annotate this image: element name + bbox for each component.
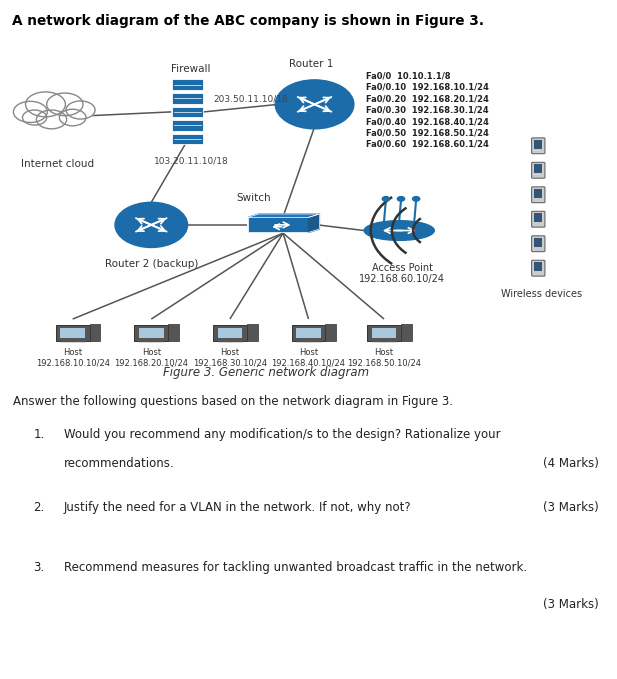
Circle shape xyxy=(59,109,86,126)
Text: 2.: 2. xyxy=(33,501,44,514)
FancyBboxPatch shape xyxy=(532,236,545,252)
Text: 3.: 3. xyxy=(33,561,44,574)
Polygon shape xyxy=(248,214,320,217)
Text: (4 Marks): (4 Marks) xyxy=(543,457,598,470)
FancyBboxPatch shape xyxy=(168,324,179,342)
FancyBboxPatch shape xyxy=(218,328,242,337)
FancyBboxPatch shape xyxy=(247,324,258,342)
FancyBboxPatch shape xyxy=(534,164,542,173)
FancyBboxPatch shape xyxy=(401,324,412,342)
Circle shape xyxy=(383,197,389,201)
FancyBboxPatch shape xyxy=(372,328,396,337)
FancyBboxPatch shape xyxy=(367,325,401,341)
FancyBboxPatch shape xyxy=(532,211,545,227)
Circle shape xyxy=(66,101,95,119)
FancyBboxPatch shape xyxy=(172,79,202,90)
Text: Fa0/0  10.10.1.1/8
Fa0/0.10  192.168.10.1/24
Fa0/0.20  192.168.20.1/24
Fa0/0.30 : Fa0/0 10.10.1.1/8 Fa0/0.10 192.168.10.1/… xyxy=(366,71,489,149)
FancyBboxPatch shape xyxy=(172,107,202,117)
Circle shape xyxy=(47,93,83,115)
FancyBboxPatch shape xyxy=(296,328,321,337)
FancyBboxPatch shape xyxy=(534,189,542,198)
FancyBboxPatch shape xyxy=(292,325,325,341)
FancyBboxPatch shape xyxy=(139,328,164,337)
Text: Host
192.168.30.10/24: Host 192.168.30.10/24 xyxy=(193,348,267,367)
FancyBboxPatch shape xyxy=(532,187,545,202)
FancyBboxPatch shape xyxy=(172,134,202,144)
Text: (3 Marks): (3 Marks) xyxy=(543,501,598,514)
Text: Host
192.168.50.10/24: Host 192.168.50.10/24 xyxy=(347,348,421,367)
FancyBboxPatch shape xyxy=(213,325,247,341)
FancyBboxPatch shape xyxy=(172,93,202,104)
Text: Answer the following questions based on the network diagram in Figure 3.: Answer the following questions based on … xyxy=(14,395,453,408)
FancyBboxPatch shape xyxy=(532,260,545,276)
FancyBboxPatch shape xyxy=(89,324,101,342)
Text: Internet cloud: Internet cloud xyxy=(21,159,94,169)
FancyBboxPatch shape xyxy=(172,120,202,131)
Text: Firewall: Firewall xyxy=(171,65,210,74)
FancyBboxPatch shape xyxy=(325,324,336,342)
Text: Figure 3. Generic network diagram: Figure 3. Generic network diagram xyxy=(163,365,369,379)
Circle shape xyxy=(22,110,47,125)
Text: Access Point
192.168.60.10/24: Access Point 192.168.60.10/24 xyxy=(359,263,445,284)
Circle shape xyxy=(275,80,354,129)
Text: A network diagram of the ABC company is shown in Figure 3.: A network diagram of the ABC company is … xyxy=(12,14,484,28)
Text: recommendations.: recommendations. xyxy=(64,457,174,470)
FancyBboxPatch shape xyxy=(534,262,542,271)
FancyBboxPatch shape xyxy=(56,325,89,341)
Text: Host
192.168.10.10/24: Host 192.168.10.10/24 xyxy=(36,348,110,367)
Text: Wireless devices: Wireless devices xyxy=(501,289,582,299)
Text: 103.20.11.10/18: 103.20.11.10/18 xyxy=(154,156,229,166)
Circle shape xyxy=(25,92,65,117)
FancyBboxPatch shape xyxy=(60,328,85,337)
Circle shape xyxy=(397,197,405,201)
Text: Justify the need for a VLAN in the network. If not, why not?: Justify the need for a VLAN in the netwo… xyxy=(64,501,412,514)
Text: Would you recommend any modification/s to the design? Rationalize your: Would you recommend any modification/s t… xyxy=(64,428,500,441)
Polygon shape xyxy=(308,214,320,232)
Circle shape xyxy=(14,101,48,122)
FancyBboxPatch shape xyxy=(534,140,542,149)
FancyBboxPatch shape xyxy=(135,325,168,341)
Text: Router 1: Router 1 xyxy=(289,58,334,69)
Text: Host
192.168.20.10/24: Host 192.168.20.10/24 xyxy=(114,348,188,367)
Ellipse shape xyxy=(364,221,434,240)
Circle shape xyxy=(413,197,420,201)
Circle shape xyxy=(36,110,67,129)
FancyBboxPatch shape xyxy=(534,213,542,222)
FancyBboxPatch shape xyxy=(532,138,545,153)
Text: 203.50.11.10/18: 203.50.11.10/18 xyxy=(213,94,288,104)
FancyBboxPatch shape xyxy=(248,217,308,232)
Text: Router 2 (backup): Router 2 (backup) xyxy=(105,259,198,269)
FancyBboxPatch shape xyxy=(532,162,545,178)
Text: (3 Marks): (3 Marks) xyxy=(543,598,598,611)
Text: Host
192.168.40.10/24: Host 192.168.40.10/24 xyxy=(271,348,346,367)
Text: Switch: Switch xyxy=(237,193,271,203)
FancyBboxPatch shape xyxy=(534,238,542,246)
Text: 1.: 1. xyxy=(33,428,44,441)
Circle shape xyxy=(115,202,188,247)
Text: Recommend measures for tackling unwanted broadcast traffic in the network.: Recommend measures for tackling unwanted… xyxy=(64,561,527,574)
